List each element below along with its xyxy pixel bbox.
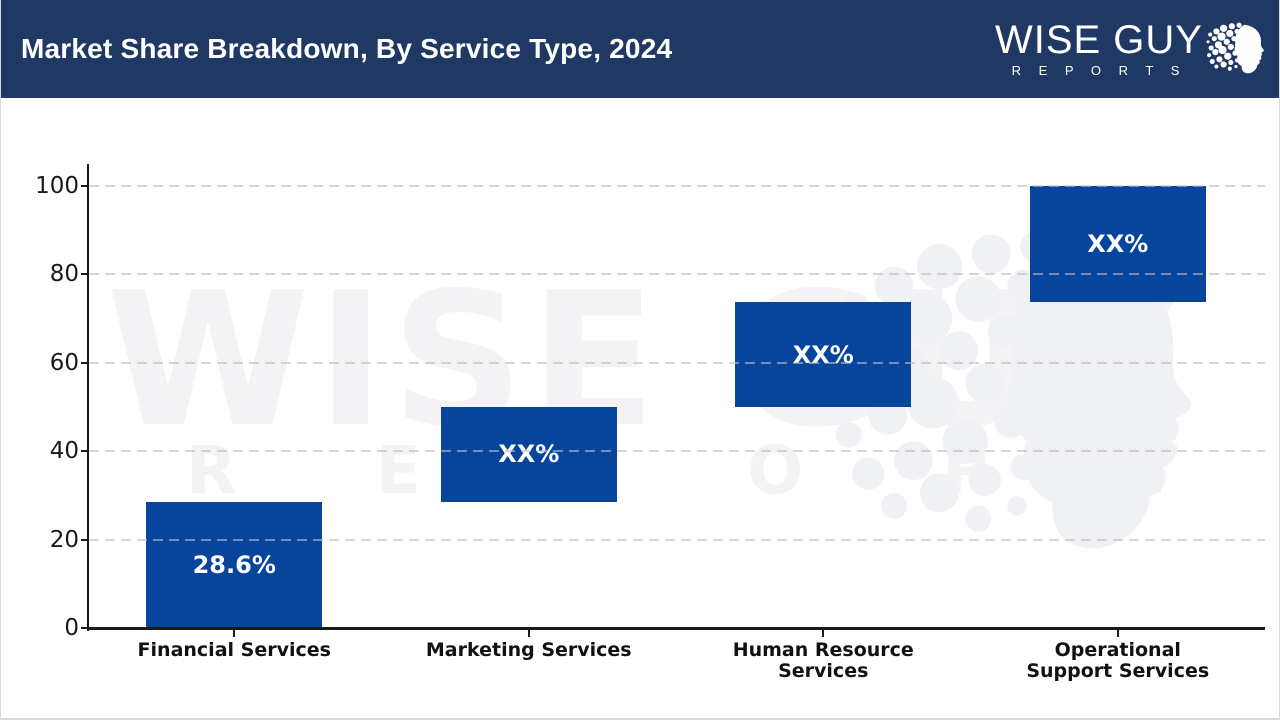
bar-operational-support-services: XX%: [1029, 186, 1206, 303]
y-tick-label-40: 40: [49, 438, 79, 465]
y-tickmark-100: [81, 185, 87, 187]
logo-wordmark: WISE GUY: [994, 18, 1203, 62]
category-label-financial-services: Financial Services: [137, 639, 331, 661]
bar-value-label-financial-services: 28.6%: [192, 550, 276, 579]
x-tickmark-4: [1116, 630, 1119, 637]
gridline-y40: [89, 450, 1265, 453]
gridline-y20: [89, 538, 1265, 541]
bar-value-label-human-resource-services: XX%: [792, 340, 854, 369]
gridline-y100: [89, 185, 1265, 187]
wise-guy-logo: WISE GUY R E P O R T S: [995, 9, 1267, 89]
y-axis-line: [87, 164, 89, 631]
header-bar: Market Share Breakdown, By Service Type,…: [1, 0, 1279, 98]
x-tickmark-2: [527, 630, 530, 637]
gridline-y60: [89, 361, 1265, 364]
y-tick-label-100: 100: [35, 173, 79, 199]
y-tick-label-80: 80: [49, 261, 79, 288]
y-tick-label-20: 20: [49, 526, 79, 553]
bar-value-label-marketing-services: XX%: [498, 440, 560, 469]
y-tickmark-60: [81, 361, 87, 364]
bar-marketing-services: XX%: [440, 407, 617, 502]
gridline-y80: [89, 273, 1265, 276]
y-tick-label-0: 0: [64, 615, 79, 641]
x-axis-line: [87, 627, 1265, 630]
category-label-operational-support-services: Operational Support Services: [1026, 639, 1210, 682]
y-tickmark-40: [81, 450, 87, 453]
x-tickmark-1: [233, 630, 236, 637]
category-label-marketing-services: Marketing Services: [425, 639, 632, 661]
category-label-human-resource-services: Human Resource Services: [732, 639, 914, 682]
bar-value-label-operational-support-services: XX%: [1087, 230, 1149, 259]
chart-title: Market Share Breakdown, By Service Type,…: [21, 33, 673, 64]
bar-financial-services: 28.6%: [146, 501, 323, 628]
wise-guy-head-icon: [1205, 9, 1267, 89]
logo-subtitle: R E P O R T S: [1011, 63, 1187, 78]
y-tick-label-60: 60: [49, 349, 79, 376]
bar-human-resource-services: XX%: [735, 302, 912, 407]
x-tickmark-3: [822, 630, 825, 637]
y-tickmark-80: [81, 273, 87, 276]
y-tickmark-0: [81, 627, 87, 629]
y-tickmark-20: [81, 538, 87, 541]
logo-text: WISE GUY R E P O R T S: [995, 20, 1203, 78]
